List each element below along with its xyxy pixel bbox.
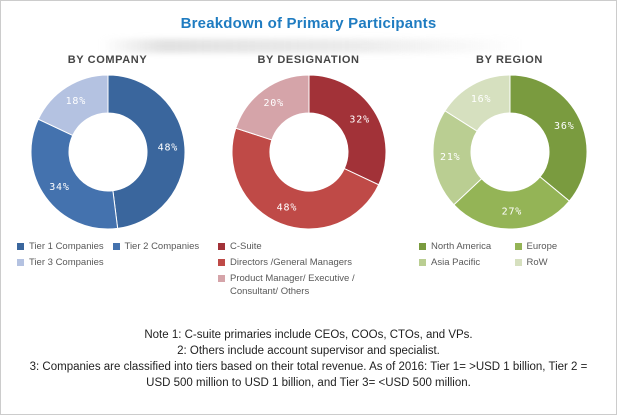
legend-label: Directors /General Managers (230, 257, 352, 268)
legend-label: Europe (526, 241, 558, 252)
legend-label: Tier 2 Companies (124, 241, 200, 252)
legend-item: RoW (514, 256, 611, 269)
legend-label: Tier 1 Companies (29, 241, 104, 252)
legend-item: Directors /General Managers (218, 256, 409, 269)
donut-slice (30, 118, 118, 230)
donut-slice (509, 74, 587, 202)
legend-swatch (514, 243, 522, 250)
donut-chart-by-designation: 32% 48% 20% (224, 72, 394, 232)
slice-percentage-label: 48% (276, 202, 296, 213)
legend-swatch (17, 259, 24, 266)
footnotes: Note 1: C-suite primaries include CEOs, … (1, 327, 616, 391)
footnote-1: Note 1: C-suite primaries include CEOs, … (144, 329, 473, 341)
legend-item: North America (419, 240, 515, 253)
slice-percentage-label: 32% (349, 114, 369, 125)
blurred-watermark (101, 39, 521, 53)
chart-title-by-designation: BY DESIGNATION (257, 54, 360, 66)
footnote-2: 2: Others include account supervisor and… (177, 345, 440, 357)
legend-item: Asia Pacific (419, 256, 515, 269)
legend-item: C-Suite (218, 240, 409, 253)
legend-item: Product Manager/ Executive / Consultant/… (218, 272, 409, 298)
legend-swatch (514, 259, 522, 266)
chart-by-company: BY COMPANY 48% 34% 18% Tier 1 Companies Tie… (7, 54, 208, 301)
legend-swatch (419, 259, 426, 266)
chart-by-designation: BY DESIGNATION 32% 48% 20% C-Suite Director… (208, 54, 409, 301)
legend-label: Tier 3 Companies (29, 257, 104, 268)
slice-percentage-label: 21% (440, 152, 460, 163)
legend-label: RoW (526, 257, 548, 268)
slice-percentage-label: 48% (157, 143, 177, 154)
legend-by-region: North America Europe Asia Pacific RoW (409, 240, 610, 272)
donut-slice (443, 74, 510, 132)
donut-svg: 32% 48% 20% (231, 74, 386, 230)
chart-title-by-company: BY COMPANY (67, 54, 148, 66)
donut-chart-by-company: 48% 34% 18% (23, 72, 193, 232)
slice-percentage-label: 27% (501, 206, 521, 217)
slice-percentage-label: 34% (49, 182, 69, 193)
donut-chart-by-region: 36% 27% 21% 16% (425, 72, 595, 232)
legend-label: Asia Pacific (431, 257, 481, 268)
slice-percentage-label: 20% (263, 98, 283, 109)
page-title: Breakdown of Primary Participants (180, 15, 437, 32)
donut-slice (452, 176, 570, 230)
donut-slice (234, 74, 309, 141)
slice-percentage-label: 36% (554, 121, 574, 132)
legend-swatch (218, 243, 225, 250)
legend-item: Tier 2 Companies (112, 240, 209, 253)
legend-label: C-Suite (230, 241, 262, 252)
donut-slice (308, 74, 386, 186)
footnote-3: 3: Companies are classified into tiers b… (29, 361, 588, 389)
slice-percentage-label: 18% (65, 96, 85, 107)
legend-swatch (218, 259, 225, 266)
legend-by-designation: C-Suite Directors /General Managers Produc… (208, 240, 409, 301)
donut-slice (37, 74, 108, 137)
donut-slice (231, 127, 379, 230)
legend-label: North America (431, 241, 492, 252)
donut-svg: 36% 27% 21% 16% (432, 74, 587, 230)
chart-title-by-region: BY REGION (476, 54, 543, 66)
donut-svg: 48% 34% 18% (30, 74, 185, 230)
legend-swatch (419, 243, 426, 250)
charts-row: BY COMPANY 48% 34% 18% Tier 1 Companies Tie… (1, 54, 616, 301)
donut-slice (107, 74, 185, 229)
legend-label: Product Manager/ Executive / Consultant/… (230, 273, 355, 297)
chart-by-region: BY REGION 36% 27% 21% 16% North America Euro… (409, 54, 610, 301)
legend-by-company: Tier 1 Companies Tier 2 Companies Tier 3 C… (7, 240, 208, 272)
legend-item: Tier 1 Companies (17, 240, 113, 253)
legend-swatch (17, 243, 24, 250)
slice-percentage-label: 16% (470, 94, 490, 105)
legend-item: Europe (514, 240, 611, 253)
legend-swatch (112, 243, 120, 250)
legend-swatch (218, 275, 225, 282)
legend-item: Tier 3 Companies (17, 256, 113, 269)
